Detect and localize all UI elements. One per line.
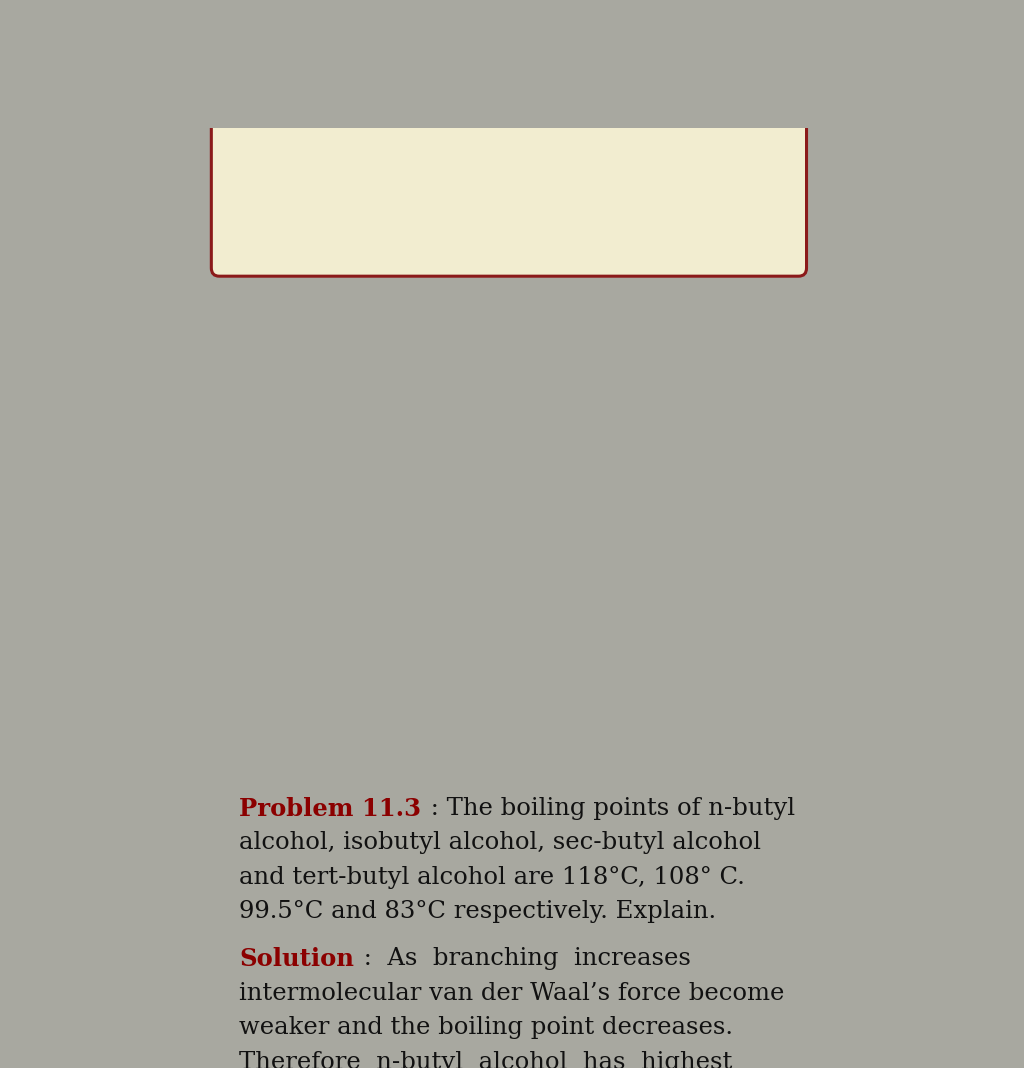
Text: intermolecular van der Waal’s force become: intermolecular van der Waal’s force beco… bbox=[240, 981, 784, 1005]
Text: Solution: Solution bbox=[240, 947, 354, 971]
FancyBboxPatch shape bbox=[211, 0, 807, 277]
Text: and tert-butyl alcohol are 118°C, 108° C.: and tert-butyl alcohol are 118°C, 108° C… bbox=[240, 866, 745, 889]
Text: Therefore  n-butyl  alcohol  has  highest: Therefore n-butyl alcohol has highest bbox=[240, 1051, 732, 1068]
Text: Problem 11.3: Problem 11.3 bbox=[240, 797, 421, 820]
Text: alcohol, isobutyl alcohol, sec-butyl alcohol: alcohol, isobutyl alcohol, sec-butyl alc… bbox=[240, 831, 761, 854]
Text: weaker and the boiling point decreases.: weaker and the boiling point decreases. bbox=[240, 1016, 733, 1039]
Text: : The boiling points of n-butyl: : The boiling points of n-butyl bbox=[424, 797, 796, 820]
Text: 99.5°C and 83°C respectively. Explain.: 99.5°C and 83°C respectively. Explain. bbox=[240, 900, 716, 924]
Text: :  As  branching  increases: : As branching increases bbox=[356, 947, 691, 970]
